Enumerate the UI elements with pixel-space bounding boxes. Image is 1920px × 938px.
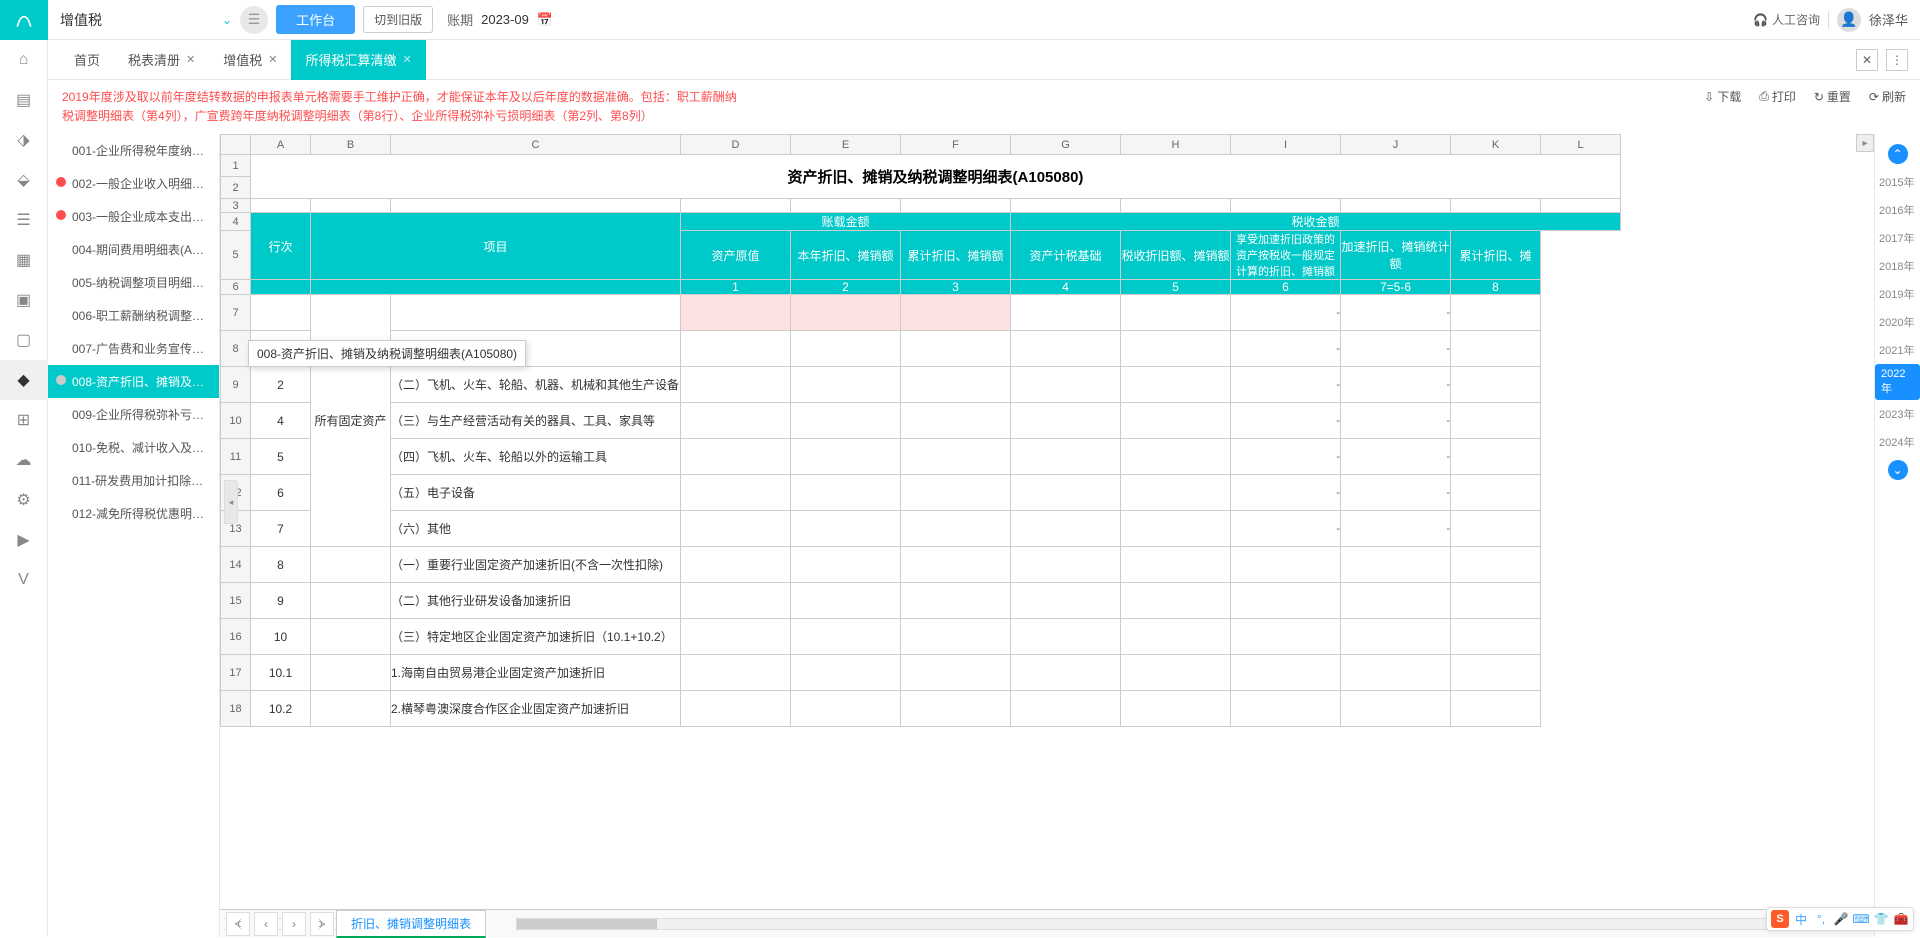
page-tabs: 首页税表清册✕增值税✕所得税汇算清缴✕ ✕ ⋮ xyxy=(48,40,1920,80)
print-icon: ⎙ xyxy=(1759,89,1769,104)
sheet-nav-last[interactable]: ⦔ xyxy=(310,912,334,936)
year-2015年[interactable]: 2015年 xyxy=(1875,168,1920,196)
year-2016年[interactable]: 2016年 xyxy=(1875,196,1920,224)
print-button[interactable]: ⎙打印 xyxy=(1759,88,1796,105)
ime-logo-icon: S xyxy=(1771,910,1789,928)
ime-punct-icon[interactable]: °, xyxy=(1813,911,1829,927)
year-2017年[interactable]: 2017年 xyxy=(1875,224,1920,252)
year-2019年[interactable]: 2019年 xyxy=(1875,280,1920,308)
form-item-001[interactable]: 001-企业所得税年度纳税申... xyxy=(48,134,219,167)
sheet-nav-next[interactable]: › xyxy=(282,912,306,936)
form-item-010[interactable]: 010-免税、减计收入及加计... xyxy=(48,431,219,464)
ime-toolbar[interactable]: S 中 °, 🎤 ⌨ 👕 🧰 xyxy=(1766,907,1914,931)
year-rail-down[interactable]: ⌄ xyxy=(1888,460,1908,480)
period-label: 账期 xyxy=(447,10,473,29)
horizontal-scrollbar[interactable] xyxy=(516,918,1874,930)
company-dropdown[interactable]: 增值税 ⌄ xyxy=(60,10,232,30)
spreadsheet-area: ▸ ABCDEFGHIJKL1资产折旧、摊销及纳税调整明细表(A105080)2… xyxy=(220,134,1874,937)
calendar-icon[interactable]: 📅 xyxy=(537,12,553,28)
username[interactable]: 徐泽华 xyxy=(1869,10,1908,29)
form-item-004[interactable]: 004-期间费用明细表(A1040... xyxy=(48,233,219,266)
form-item-005[interactable]: 005-纳税调整项目明细表(A1... xyxy=(48,266,219,299)
sheet-nav-first[interactable]: ⦓ xyxy=(226,912,250,936)
year-rail-up[interactable]: ⌃ xyxy=(1888,144,1908,164)
nav-chart-icon[interactable]: ⬗ xyxy=(0,120,48,160)
nav-wallet-icon[interactable]: ⬙ xyxy=(0,160,48,200)
refresh-button[interactable]: ⟳刷新 xyxy=(1869,88,1906,105)
form-item-011[interactable]: 011-研发费用加计扣除优惠... xyxy=(48,464,219,497)
nav-report-icon[interactable]: ▦ xyxy=(0,240,48,280)
notice-text: 2019年度涉及取以前年度结转数据的申报表单元格需要手工维护正确，才能保证本年及… xyxy=(62,88,742,126)
sheet-tab-active[interactable]: 折旧、摊销调整明细表 xyxy=(336,910,486,938)
form-item-009[interactable]: 009-企业所得税弥补亏损明... xyxy=(48,398,219,431)
switch-old-button[interactable]: 切到旧版 xyxy=(363,6,433,33)
icon-sidebar: ⌂ ▤ ⬗ ⬙ ☰ ▦ ▣ ▢ ◆ ⊞ ☁ ⚙ ▶ V xyxy=(0,0,48,937)
tab-close-icon[interactable]: ✕ xyxy=(186,53,195,66)
headset-icon: 🎧 xyxy=(1753,13,1768,27)
reset-icon: ↻ xyxy=(1814,90,1824,104)
year-2022年[interactable]: 2022年 xyxy=(1875,364,1920,400)
ime-skin-icon[interactable]: 👕 xyxy=(1873,911,1889,927)
status-badge xyxy=(56,177,66,187)
nav-list-icon[interactable]: ☰ xyxy=(0,200,48,240)
year-2018年[interactable]: 2018年 xyxy=(1875,252,1920,280)
notice-bar: 2019年度涉及取以前年度结转数据的申报表单元格需要手工维护正确，才能保证本年及… xyxy=(48,80,1920,134)
nav-video-icon[interactable]: ▶ xyxy=(0,520,48,560)
year-2020年[interactable]: 2020年 xyxy=(1875,308,1920,336)
year-2024年[interactable]: 2024年 xyxy=(1875,428,1920,456)
nav-tax-icon[interactable]: ◆ xyxy=(0,360,48,400)
ime-keyboard-icon[interactable]: ⌨ xyxy=(1853,911,1869,927)
year-2021年[interactable]: 2021年 xyxy=(1875,336,1920,364)
year-rail: ⌃ 2015年2016年2017年2018年2019年2020年2021年202… xyxy=(1874,134,1920,937)
collapse-handle[interactable]: ◂ xyxy=(224,480,238,524)
form-item-007[interactable]: 007-广告费和业务宣传费跨... xyxy=(48,332,219,365)
tab-3[interactable]: 所得税汇算清缴✕ xyxy=(291,40,425,80)
nav-settings-icon[interactable]: ⚙ xyxy=(0,480,48,520)
tab-close-all-button[interactable]: ✕ xyxy=(1856,49,1878,71)
nav-home-icon[interactable]: ⌂ xyxy=(0,40,48,80)
status-badge xyxy=(56,375,66,385)
tab-more-button[interactable]: ⋮ xyxy=(1886,49,1908,71)
nav-v-icon[interactable]: V xyxy=(0,560,48,600)
consult-link[interactable]: 🎧 人工咨询 xyxy=(1753,11,1820,28)
top-bar: 增值税 ⌄ ☰ 工作台 切到旧版 账期 2023-09 📅 🎧 人工咨询 👤 徐… xyxy=(48,0,1920,40)
form-item-008[interactable]: 008-资产折旧、摊销及纳税... xyxy=(48,365,219,398)
tab-1[interactable]: 税表清册✕ xyxy=(114,40,209,80)
form-tooltip: 008-资产折旧、摊销及纳税调整明细表(A105080) xyxy=(248,340,526,367)
sheet-tabs-bar: ⦓ ‹ › ⦔ 折旧、摊销调整明细表 xyxy=(220,909,1874,937)
tab-close-icon[interactable]: ✕ xyxy=(403,53,412,66)
form-list: 001-企业所得税年度纳税申...002-一般企业收入明细表(A1...003-… xyxy=(48,134,220,937)
user-avatar[interactable]: 👤 xyxy=(1837,8,1861,32)
sheet-nav-prev[interactable]: ‹ xyxy=(254,912,278,936)
tab-0[interactable]: 首页 xyxy=(60,40,114,80)
refresh-icon: ⟳ xyxy=(1869,90,1879,104)
app-logo[interactable] xyxy=(0,0,48,40)
year-2023年[interactable]: 2023年 xyxy=(1875,400,1920,428)
ime-voice-icon[interactable]: 🎤 xyxy=(1833,911,1849,927)
ime-lang-label[interactable]: 中 xyxy=(1793,911,1809,927)
form-item-012[interactable]: 012-减免所得税优惠明细表(... xyxy=(48,497,219,530)
nav-form-icon[interactable]: ▣ xyxy=(0,280,48,320)
tab-close-icon[interactable]: ✕ xyxy=(268,53,277,66)
sheet-expand-button[interactable]: ▸ xyxy=(1856,134,1874,152)
download-button[interactable]: ⇩下载 xyxy=(1704,88,1741,105)
note-icon-button[interactable]: ☰ xyxy=(240,6,268,34)
status-badge xyxy=(56,210,66,220)
form-item-002[interactable]: 002-一般企业收入明细表(A1... xyxy=(48,167,219,200)
tab-2[interactable]: 增值税✕ xyxy=(209,40,291,80)
nav-doc-icon[interactable]: ▤ xyxy=(0,80,48,120)
sheet-title: 资产折旧、摊销及纳税调整明细表(A105080) xyxy=(251,155,1621,199)
dropdown-label: 增值税 xyxy=(60,10,102,30)
nav-cloud-icon[interactable]: ☁ xyxy=(0,440,48,480)
nav-calendar-icon[interactable]: ▢ xyxy=(0,320,48,360)
period-value[interactable]: 2023-09 xyxy=(481,12,529,27)
workbench-button[interactable]: 工作台 xyxy=(276,5,355,34)
form-item-003[interactable]: 003-一般企业成本支出明细... xyxy=(48,200,219,233)
chevron-down-icon: ⌄ xyxy=(222,13,232,27)
ime-toolbox-icon[interactable]: 🧰 xyxy=(1893,911,1909,927)
download-icon: ⇩ xyxy=(1704,90,1714,104)
reset-button[interactable]: ↻重置 xyxy=(1814,88,1851,105)
form-item-006[interactable]: 006-职工薪酬纳税调整明细... xyxy=(48,299,219,332)
nav-archive-icon[interactable]: ⊞ xyxy=(0,400,48,440)
